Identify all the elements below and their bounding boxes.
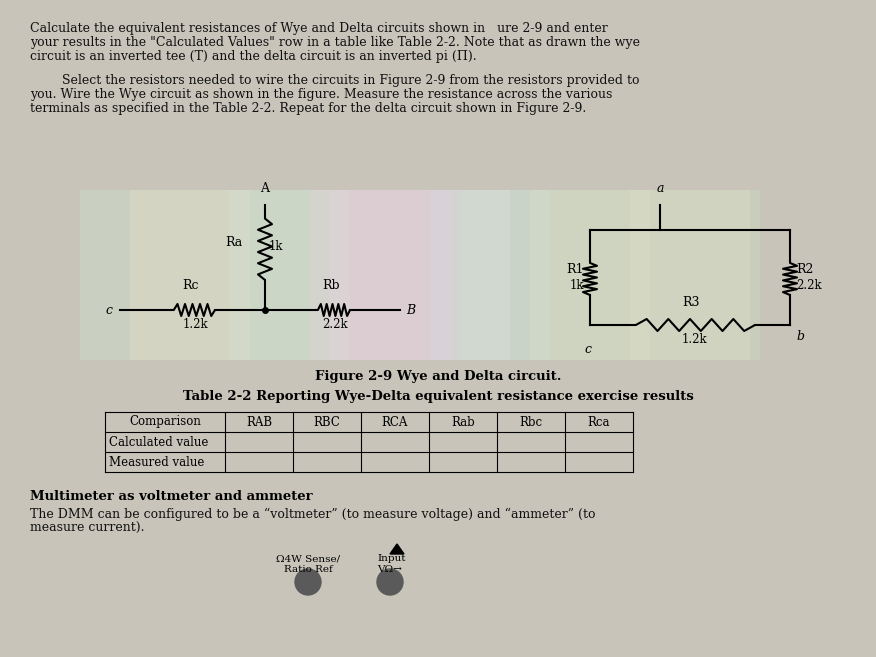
Text: R3: R3	[682, 296, 700, 309]
Text: Calculate the equivalent resistances of Wye and Delta circuits shown in   ure 2-: Calculate the equivalent resistances of …	[30, 22, 608, 35]
FancyBboxPatch shape	[230, 190, 350, 360]
FancyBboxPatch shape	[630, 190, 750, 360]
Polygon shape	[390, 544, 404, 554]
Text: Figure 2-9 Wye and Delta circuit.: Figure 2-9 Wye and Delta circuit.	[314, 370, 562, 383]
Text: R2: R2	[796, 263, 814, 276]
Text: Comparison: Comparison	[129, 415, 201, 428]
Circle shape	[295, 569, 321, 595]
FancyBboxPatch shape	[530, 190, 650, 360]
Text: circuit is an inverted tee (T) and the delta circuit is an inverted pi (Π).: circuit is an inverted tee (T) and the d…	[30, 50, 477, 63]
Text: Select the resistors needed to wire the circuits in Figure 2-9 from the resistor: Select the resistors needed to wire the …	[30, 74, 639, 87]
Text: your results in the "Calculated Values" row in a table like Table 2-2. Note that: your results in the "Calculated Values" …	[30, 36, 640, 49]
FancyBboxPatch shape	[460, 190, 760, 360]
Text: you. Wire the Wye circuit as shown in the figure. Measure the resistance across : you. Wire the Wye circuit as shown in th…	[30, 88, 612, 101]
Text: measure current).: measure current).	[30, 522, 145, 535]
Text: A: A	[260, 182, 270, 195]
Text: 2.2k: 2.2k	[322, 318, 348, 331]
Text: R1: R1	[567, 263, 584, 276]
Text: Rca: Rca	[588, 415, 611, 428]
Text: RBC: RBC	[314, 415, 341, 428]
Text: Ra: Ra	[226, 236, 243, 249]
Text: Rb: Rb	[322, 279, 340, 292]
Text: b: b	[796, 330, 804, 344]
Text: 2.2k: 2.2k	[796, 279, 822, 292]
Text: RCA: RCA	[382, 415, 408, 428]
FancyBboxPatch shape	[430, 190, 550, 360]
Text: 1.2k: 1.2k	[682, 333, 708, 346]
Text: a: a	[656, 182, 664, 195]
Text: B: B	[406, 304, 415, 317]
Text: 1k: 1k	[569, 279, 584, 292]
Text: Rab: Rab	[451, 415, 475, 428]
Text: 1k: 1k	[269, 240, 284, 253]
Text: Rbc: Rbc	[519, 415, 542, 428]
FancyBboxPatch shape	[80, 190, 510, 360]
Text: VΩ→: VΩ→	[377, 565, 402, 574]
Text: Measured value: Measured value	[109, 455, 204, 468]
Text: RAB: RAB	[246, 415, 272, 428]
Text: The DMM can be configured to be a “voltmeter” (to measure voltage) and “ammeter”: The DMM can be configured to be a “voltm…	[30, 508, 596, 521]
FancyBboxPatch shape	[330, 190, 450, 360]
FancyBboxPatch shape	[310, 190, 510, 360]
Text: Ratio Ref: Ratio Ref	[284, 565, 332, 574]
Text: Input: Input	[377, 554, 406, 563]
Text: Table 2-2 Reporting Wye-Delta equivalent resistance exercise results: Table 2-2 Reporting Wye-Delta equivalent…	[182, 390, 694, 403]
Text: c: c	[584, 343, 591, 356]
Text: 1.2k: 1.2k	[182, 318, 208, 331]
Text: Calculated value: Calculated value	[109, 436, 208, 449]
Text: Multimeter as voltmeter and ammeter: Multimeter as voltmeter and ammeter	[30, 490, 313, 503]
Text: c: c	[105, 304, 112, 317]
Text: Rc: Rc	[182, 279, 199, 292]
FancyBboxPatch shape	[130, 190, 250, 360]
Circle shape	[377, 569, 403, 595]
Text: terminals as specified in the Table 2-2. Repeat for the delta circuit shown in F: terminals as specified in the Table 2-2.…	[30, 102, 586, 115]
Text: Ω4W Sense/: Ω4W Sense/	[276, 554, 340, 563]
